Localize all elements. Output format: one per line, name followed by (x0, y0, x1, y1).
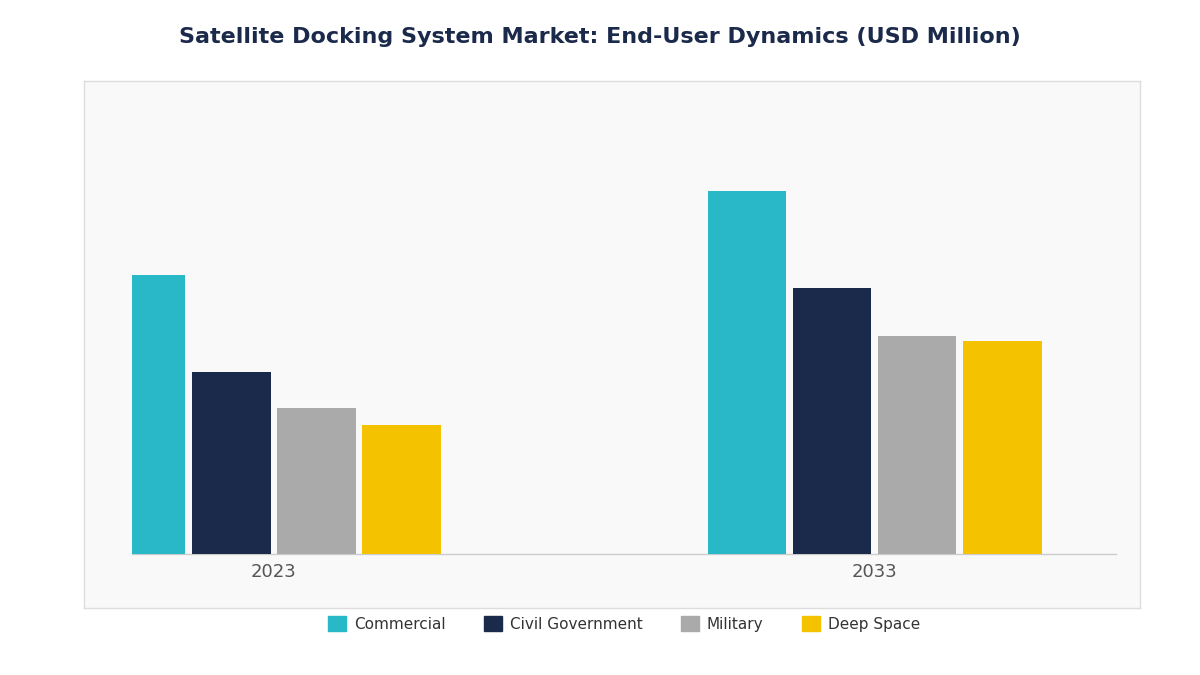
Legend: Commercial, Civil Government, Military, Deep Space: Commercial, Civil Government, Military, … (322, 610, 926, 638)
Bar (277, 408, 355, 554)
Bar (362, 425, 440, 554)
Bar (793, 288, 871, 554)
Bar (708, 191, 786, 554)
Bar (107, 275, 185, 554)
Bar (192, 372, 270, 554)
Bar (964, 342, 1042, 554)
Bar (878, 336, 956, 554)
Text: Satellite Docking System Market: End-User Dynamics (USD Million): Satellite Docking System Market: End-Use… (179, 27, 1021, 47)
